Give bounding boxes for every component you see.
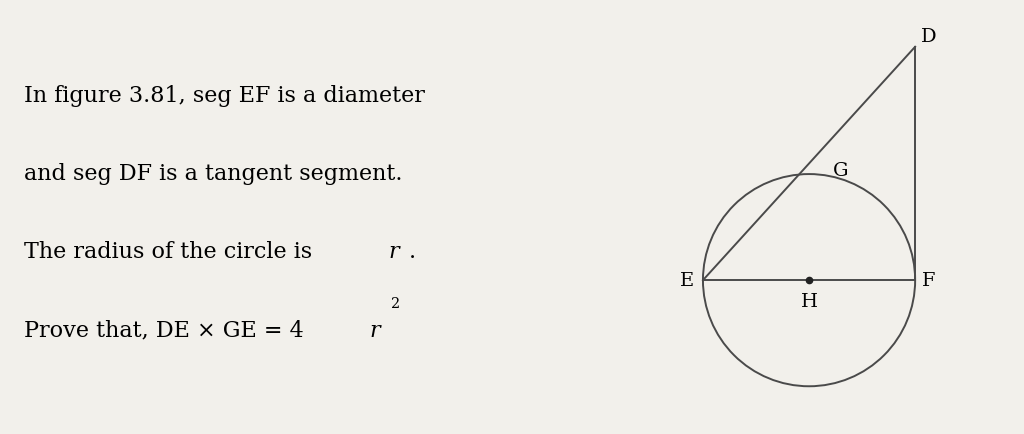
Text: E: E: [680, 272, 694, 289]
Text: Prove that, DE × GE = 4: Prove that, DE × GE = 4: [24, 319, 303, 341]
Text: r: r: [389, 241, 399, 263]
Text: .: .: [410, 241, 417, 263]
Text: 2: 2: [391, 297, 400, 311]
Text: r: r: [370, 319, 380, 341]
Text: G: G: [833, 162, 848, 180]
Text: F: F: [922, 272, 935, 289]
Text: H: H: [801, 292, 817, 310]
Text: D: D: [921, 27, 936, 46]
Text: The radius of the circle is: The radius of the circle is: [24, 241, 318, 263]
Text: In figure 3.81, seg EF is a diameter: In figure 3.81, seg EF is a diameter: [24, 85, 424, 106]
Text: and seg DF is a tangent segment.: and seg DF is a tangent segment.: [24, 163, 402, 184]
